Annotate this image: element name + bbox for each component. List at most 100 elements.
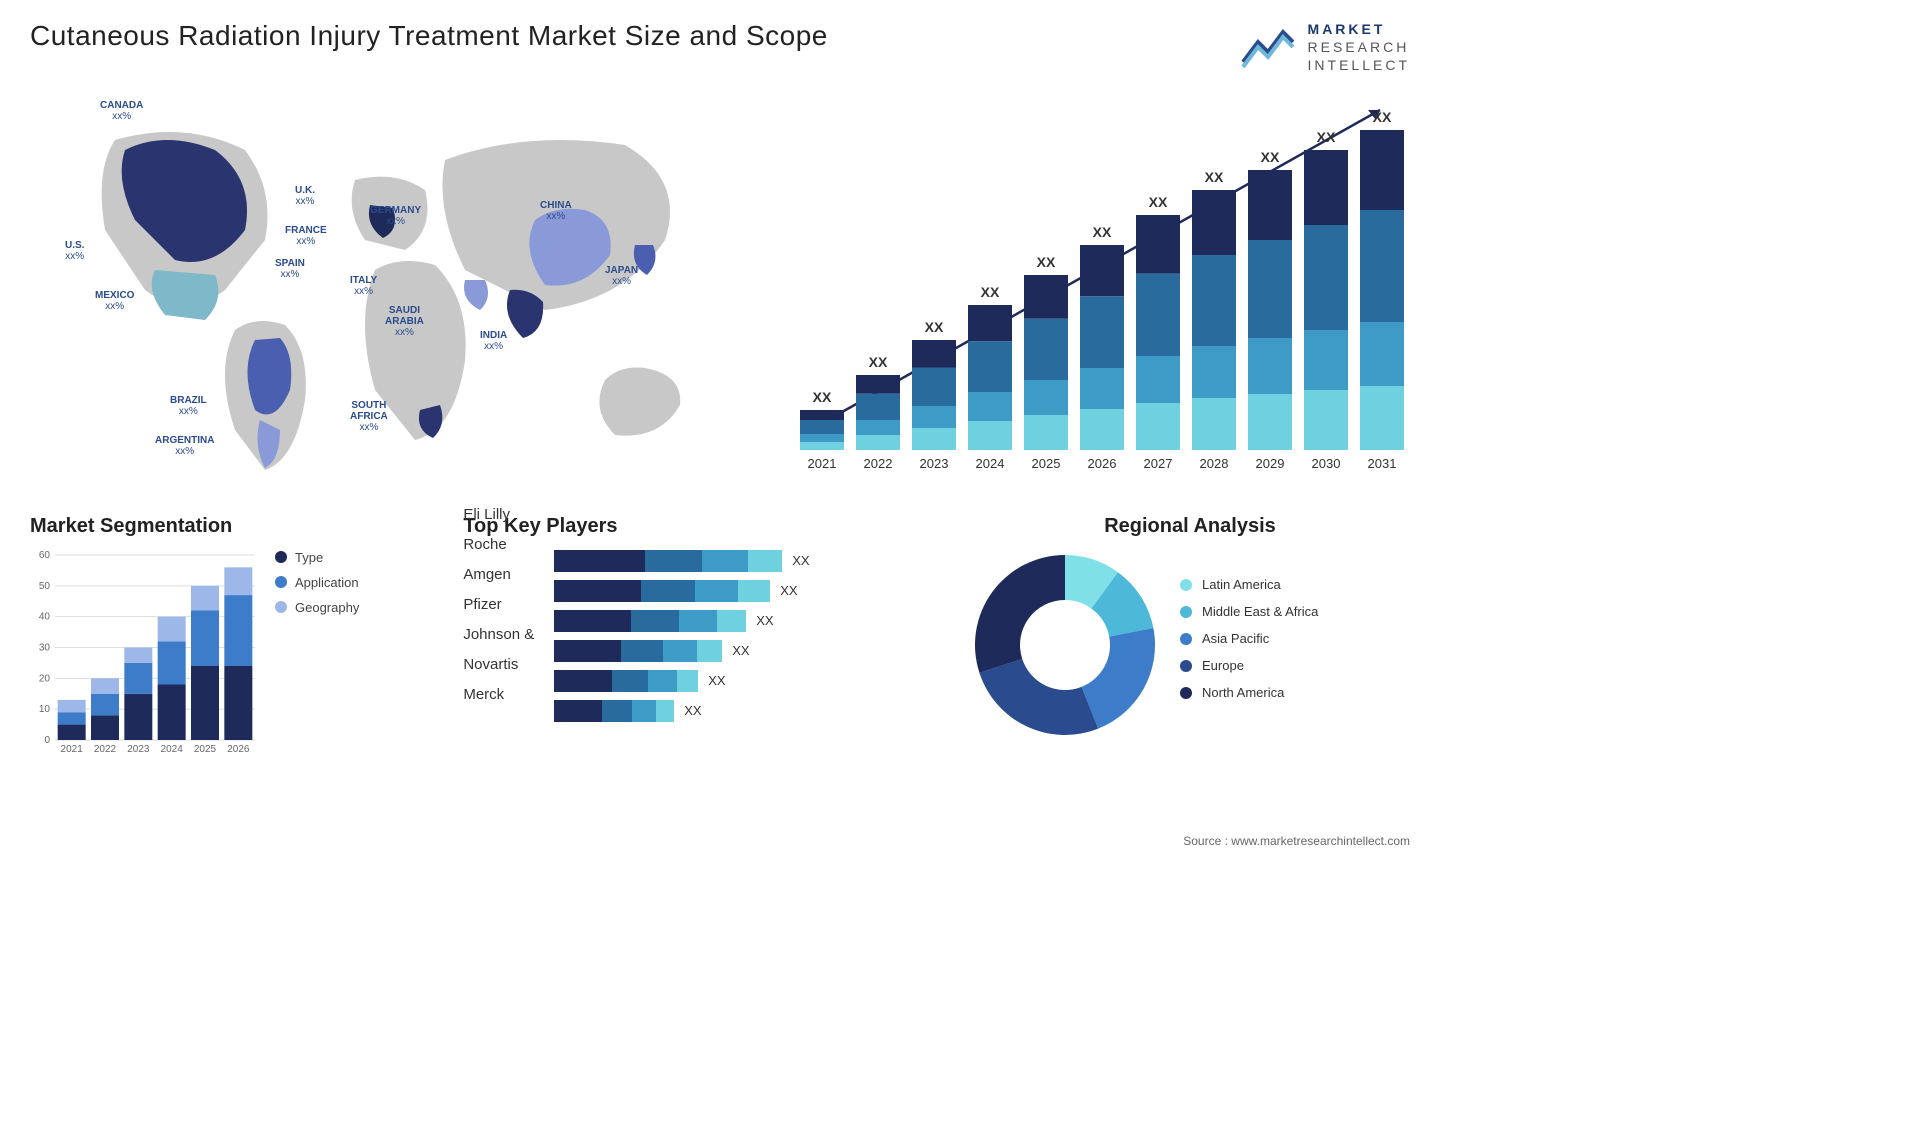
hbar-segment	[612, 670, 648, 692]
year-label: 2029	[1256, 456, 1285, 471]
bar-segment	[968, 305, 1012, 341]
bar-segment	[1080, 296, 1124, 368]
seg-bar-segment	[58, 699, 86, 711]
bar-segment	[912, 428, 956, 450]
world-map: CANADAxx%U.S.xx%MEXICOxx%BRAZILxx%ARGENT…	[30, 90, 750, 490]
region-legend-item: Europe	[1180, 658, 1318, 673]
player-name: Amgen	[463, 560, 534, 590]
seg-bar-segment	[91, 693, 119, 715]
seg-legend-item: Geography	[275, 600, 359, 615]
hbar-segment	[554, 550, 645, 572]
player-name: Eli Lilly	[463, 500, 534, 530]
bar-segment	[1024, 380, 1068, 415]
bar-value-label: XX	[869, 354, 888, 370]
regional-donut	[970, 550, 1160, 740]
hbar-row: XX	[554, 610, 834, 632]
hbar-value-label: XX	[756, 613, 773, 628]
country-label: MEXICOxx%	[95, 290, 134, 312]
segmentation-chart: 0102030405060202120222023202420252026	[30, 550, 260, 750]
bar-segment	[1192, 190, 1236, 255]
country-label: FRANCExx%	[285, 225, 327, 247]
hbar-segment	[677, 670, 699, 692]
year-label: 2031	[1368, 456, 1397, 471]
bar-segment	[856, 435, 900, 450]
bar-segment	[1304, 150, 1348, 225]
page-title: Cutaneous Radiation Injury Treatment Mar…	[30, 20, 828, 52]
bar-segment	[1192, 398, 1236, 450]
seg-year-label: 2025	[194, 744, 217, 755]
bar-segment	[1304, 225, 1348, 330]
bar-segment	[1136, 273, 1180, 355]
seg-bar-segment	[158, 641, 186, 684]
hbar-segment	[632, 700, 656, 722]
seg-bar-segment	[58, 724, 86, 739]
year-label: 2025	[1032, 456, 1061, 471]
bar-segment	[1248, 338, 1292, 394]
donut-slice	[975, 555, 1065, 673]
main-bar-chart-svg: XX2021XX2022XX2023XX2024XX2025XX2026XX20…	[790, 90, 1410, 490]
hbar-segment	[631, 610, 679, 632]
bar-segment	[1136, 356, 1180, 403]
country-label: SOUTHAFRICAxx%	[350, 400, 388, 433]
logo-icon	[1238, 22, 1298, 72]
region-legend-item: Middle East & Africa	[1180, 604, 1318, 619]
bar-value-label: XX	[1317, 129, 1336, 145]
country-label: U.K.xx%	[295, 185, 315, 207]
seg-bar-segment	[158, 684, 186, 740]
bar-segment	[1192, 346, 1236, 398]
bar-segment	[856, 420, 900, 435]
bar-segment	[968, 421, 1012, 450]
bar-segment	[1024, 415, 1068, 450]
seg-legend-item: Application	[275, 575, 359, 590]
bar-segment	[1080, 409, 1124, 450]
region-legend-item: North America	[1180, 685, 1318, 700]
hbar-segment	[695, 580, 738, 602]
bar-value-label: XX	[1373, 109, 1392, 125]
bar-segment	[968, 341, 1012, 392]
seg-bar-segment	[91, 678, 119, 693]
year-label: 2026	[1088, 456, 1117, 471]
bar-segment	[1304, 330, 1348, 390]
bar-segment	[1080, 245, 1124, 296]
key-players-title: Top Key Players	[463, 515, 940, 538]
logo-text-1: MARKET	[1308, 20, 1410, 38]
player-name: Novartis	[463, 650, 534, 680]
svg-text:10: 10	[39, 704, 51, 715]
bar-segment	[912, 406, 956, 428]
hbar-segment	[554, 700, 602, 722]
hbar-segment	[702, 550, 748, 572]
seg-bar-segment	[224, 666, 252, 740]
donut-slice	[979, 658, 1098, 734]
bar-segment	[1024, 275, 1068, 319]
seg-bar-segment	[91, 715, 119, 740]
logo: MARKET RESEARCH INTELLECT	[1238, 20, 1410, 75]
donut-slice	[1082, 628, 1155, 729]
bar-segment	[1360, 130, 1404, 210]
seg-year-label: 2023	[127, 744, 150, 755]
seg-year-label: 2026	[227, 744, 250, 755]
hbar-row: XX	[554, 700, 834, 722]
seg-bar-segment	[191, 610, 219, 666]
bar-segment	[1024, 318, 1068, 379]
bar-value-label: XX	[1037, 254, 1056, 270]
bar-value-label: XX	[1205, 169, 1224, 185]
bar-segment	[1136, 215, 1180, 274]
hbar-segment	[697, 640, 722, 662]
bar-segment	[800, 410, 844, 420]
seg-bar-segment	[191, 666, 219, 740]
seg-year-label: 2024	[161, 744, 184, 755]
hbar-segment	[621, 640, 663, 662]
player-name: Merck	[463, 680, 534, 710]
bar-value-label: XX	[1093, 224, 1112, 240]
bar-segment	[1080, 368, 1124, 409]
svg-text:0: 0	[44, 735, 50, 746]
hbar-segment	[738, 580, 770, 602]
hbar-value-label: XX	[684, 703, 701, 718]
segmentation-legend: TypeApplicationGeography	[275, 550, 359, 750]
hbar-segment	[554, 580, 640, 602]
seg-bar-segment	[191, 585, 219, 610]
hbar-row: XX	[554, 670, 834, 692]
year-label: 2023	[920, 456, 949, 471]
key-players-list: Eli LillyRocheAmgenPfizerJohnson &Novart…	[463, 500, 534, 730]
hbar-row: XX	[554, 640, 834, 662]
